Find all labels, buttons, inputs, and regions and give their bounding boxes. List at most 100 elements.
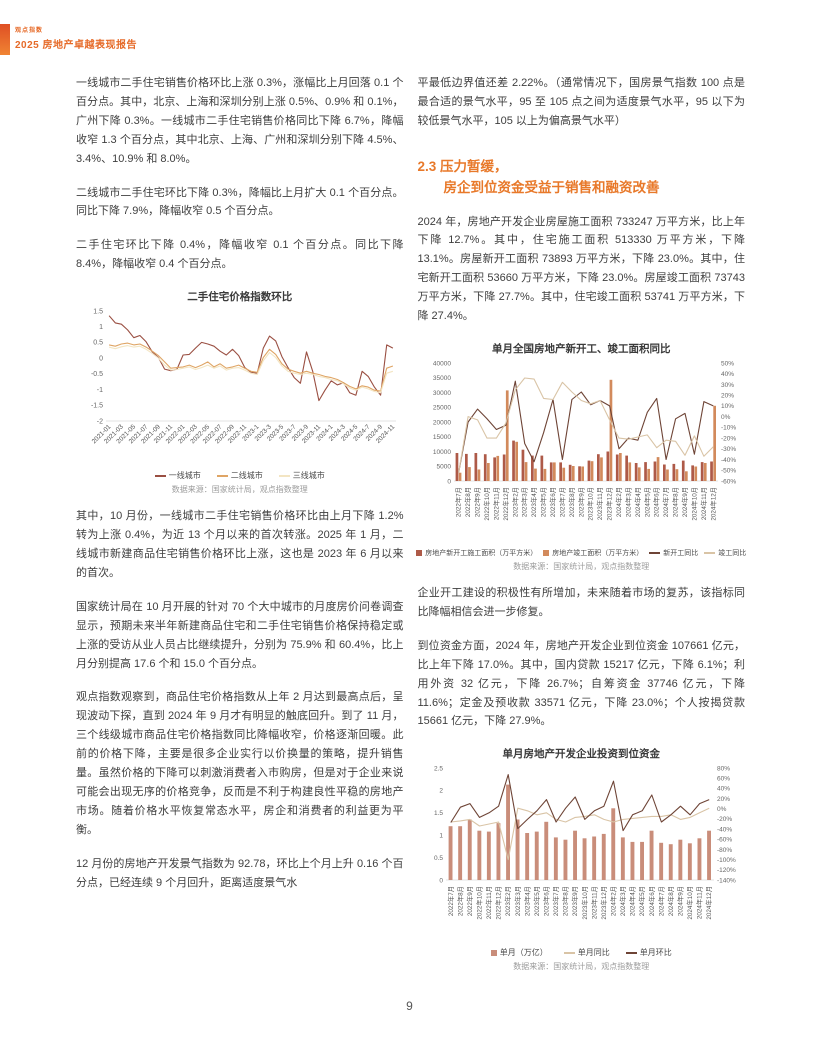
svg-text:2022年10月: 2022年10月 xyxy=(474,886,483,920)
chart-title: 二手住宅价格指数环比 xyxy=(187,291,293,304)
svg-text:80%: 80% xyxy=(717,766,730,773)
svg-text:-0.5: -0.5 xyxy=(91,371,103,378)
legend-item: 新开工同比 xyxy=(649,548,698,558)
legend-swatch xyxy=(278,474,290,477)
chart-canvas-resale-price-index: -2-1.5-1-0.500.511.52021-012021-032021-0… xyxy=(91,308,397,445)
legend-item: 单月环比 xyxy=(625,947,672,958)
legend-swatch xyxy=(543,550,550,556)
svg-text:2023年3月: 2023年3月 xyxy=(519,487,528,517)
svg-text:2023年4月: 2023年4月 xyxy=(522,886,531,916)
paragraph: 观点指数观察到，商品住宅价格指数从上年 2 月达到最高点后，呈现波动下探，直到 … xyxy=(76,691,404,836)
svg-text:1: 1 xyxy=(99,324,103,331)
svg-text:2024年6月: 2024年6月 xyxy=(651,487,660,517)
svg-text:-1.5: -1.5 xyxy=(91,403,103,410)
svg-text:10000: 10000 xyxy=(432,449,450,456)
legend-item: 单月同比 xyxy=(563,947,610,958)
svg-text:-120%: -120% xyxy=(717,867,736,874)
svg-text:2023年11月: 2023年11月 xyxy=(595,487,604,520)
svg-text:2023年4月: 2023年4月 xyxy=(529,487,538,517)
svg-text:-1: -1 xyxy=(97,387,103,394)
legend-item: 房地产竣工面积（万平方米） xyxy=(543,548,643,558)
svg-text:1: 1 xyxy=(439,833,443,840)
right-column: 平最低边界值还差 2.22%。（通常情况下，国房景气指数 100 点是最合适的景… xyxy=(416,74,746,984)
chart-canvas-starts-completions: 0 5000 10000 15000 20000 25000 30000 35000 40000… xyxy=(432,360,736,521)
svg-text:-80%: -80% xyxy=(717,847,732,854)
svg-text:2024年7月: 2024年7月 xyxy=(656,886,665,916)
svg-text:2024年4月: 2024年4月 xyxy=(632,487,641,517)
page-number: 9 xyxy=(406,999,413,1013)
svg-text:0%: 0% xyxy=(717,806,727,813)
svg-text:2022年7月: 2022年7月 xyxy=(445,886,454,916)
svg-text:2024年6月: 2024年6月 xyxy=(646,886,655,916)
legend-swatch xyxy=(704,552,716,554)
chart-legend: 房地产新开工施工面积（万平方米） 房地产竣工面积（万平方米） 新开工同比 竣工同比 xyxy=(416,548,746,558)
svg-text:2023年8月: 2023年8月 xyxy=(566,487,575,517)
svg-text:2023年7月: 2023年7月 xyxy=(551,886,560,916)
svg-text:25000: 25000 xyxy=(432,405,450,412)
paragraph: 二线城市二手住宅环比下降 0.3%，降幅比上月扩大 0.1 个百分点。同比下降 … xyxy=(76,186,404,218)
svg-text:20%: 20% xyxy=(717,796,730,803)
svg-text:2024年11月: 2024年11月 xyxy=(694,886,703,919)
paragraph: 二手住宅环比下降 0.4%，降幅收窄 0.1 个百分点。同比下降 8.4%，降幅… xyxy=(76,239,404,271)
paragraph: 2024 年，房地产开发企业房屋施工面积 733247 万平方米，比上年下降 1… xyxy=(417,215,746,323)
svg-text:2023年12月: 2023年12月 xyxy=(598,886,607,920)
chart-canvas-funds-in-place: 0 0.5 1 1.5 2 2.5 -140% -120% -100% -80% -60% -40% -… xyxy=(433,766,736,920)
svg-text:40%: 40% xyxy=(721,371,734,378)
svg-text:0: 0 xyxy=(447,478,451,485)
report-title: 2025 房地产卓越表现报告 xyxy=(15,40,138,51)
svg-text:2024年3月: 2024年3月 xyxy=(618,886,627,916)
svg-text:2022年9月: 2022年9月 xyxy=(472,487,481,517)
svg-text:2023年3月: 2023年3月 xyxy=(512,886,521,916)
svg-text:-60%: -60% xyxy=(717,837,732,844)
chart-title: 单月全国房地产新开工、竣工面积同比 xyxy=(492,343,671,355)
chart-source: 数据来源：国家统计局，观点指数整理 xyxy=(513,562,650,571)
svg-text:2024年8月: 2024年8月 xyxy=(665,886,674,916)
svg-text:-60%: -60% xyxy=(721,478,736,485)
svg-text:10%: 10% xyxy=(721,403,734,410)
legend-item: 二线城市 xyxy=(216,470,263,481)
svg-text:2024年2月: 2024年2月 xyxy=(614,487,623,517)
chart-source: 数据来源：国家统计局，观点指数整理 xyxy=(513,962,650,972)
svg-text:1.5: 1.5 xyxy=(93,308,103,315)
legend-swatch xyxy=(154,474,166,477)
svg-text:2022年10月: 2022年10月 xyxy=(482,487,491,521)
legend-item: 房地产新开工施工面积（万平方米） xyxy=(416,548,537,558)
svg-text:2022年11月: 2022年11月 xyxy=(491,487,500,520)
svg-text:20%: 20% xyxy=(721,392,734,399)
svg-text:0.5: 0.5 xyxy=(93,340,103,347)
svg-text:30000: 30000 xyxy=(432,390,450,397)
paragraph: 其中，10 月份，一线城市二手住宅销售价格环比由上月下降 1.2% 转为上涨 0… xyxy=(76,510,404,579)
paragraph: 12 月份的房地产开发景气指数为 92.78，环比上个月上升 0.16 个百分点… xyxy=(76,857,404,889)
paragraph: 企业开工建设的积极性有所增加，未来随着市场的复苏，该指标同比降幅相信会进一步修复… xyxy=(417,587,746,618)
svg-text:60%: 60% xyxy=(717,776,730,783)
svg-text:2023年9月: 2023年9月 xyxy=(576,487,585,517)
svg-text:2024年10月: 2024年10月 xyxy=(685,886,694,920)
svg-text:2022年11月: 2022年11月 xyxy=(484,886,493,919)
svg-text:2023年2月: 2023年2月 xyxy=(503,886,512,916)
svg-text:2022年9月: 2022年9月 xyxy=(464,886,473,916)
page-content: 一线城市二手住宅销售价格环比上涨 0.3%，涨幅比上月回落 0.1 个百分点。其… xyxy=(76,74,746,984)
svg-text:2024年9月: 2024年9月 xyxy=(680,487,689,517)
svg-text:2024年8月: 2024年8月 xyxy=(670,487,679,517)
svg-text:2022年8月: 2022年8月 xyxy=(455,886,464,916)
svg-text:2023年9月: 2023年9月 xyxy=(570,886,579,916)
svg-text:-2: -2 xyxy=(97,418,103,425)
legend-swatch xyxy=(625,951,637,954)
chart-legend: 单月（万亿） 单月同比 单月环比 xyxy=(418,947,746,958)
svg-text:-20%: -20% xyxy=(721,435,736,442)
svg-text:2024年4月: 2024年4月 xyxy=(627,886,636,916)
svg-text:2: 2 xyxy=(439,788,443,795)
svg-text:2023年8月: 2023年8月 xyxy=(560,886,569,916)
svg-text:-50%: -50% xyxy=(721,468,736,475)
svg-text:2023年11月: 2023年11月 xyxy=(589,886,598,919)
svg-text:2022年8月: 2022年8月 xyxy=(463,487,472,517)
svg-text:2024年11月: 2024年11月 xyxy=(698,487,707,520)
chart-starts-completions: 单月全国房地产新开工、竣工面积同比 0 5000 10000 15000 20000 25… xyxy=(416,341,746,572)
chart-legend: 一线城市 二线城市 三线城市 xyxy=(76,470,404,481)
svg-text:2024年12月: 2024年12月 xyxy=(708,487,717,521)
svg-text:2024年10月: 2024年10月 xyxy=(689,487,698,521)
svg-text:2023年10月: 2023年10月 xyxy=(585,487,594,521)
svg-text:2024年9月: 2024年9月 xyxy=(675,886,684,916)
svg-text:1.5: 1.5 xyxy=(433,810,442,817)
section-heading-line1: 2.3 压力暂缓， xyxy=(417,158,508,174)
